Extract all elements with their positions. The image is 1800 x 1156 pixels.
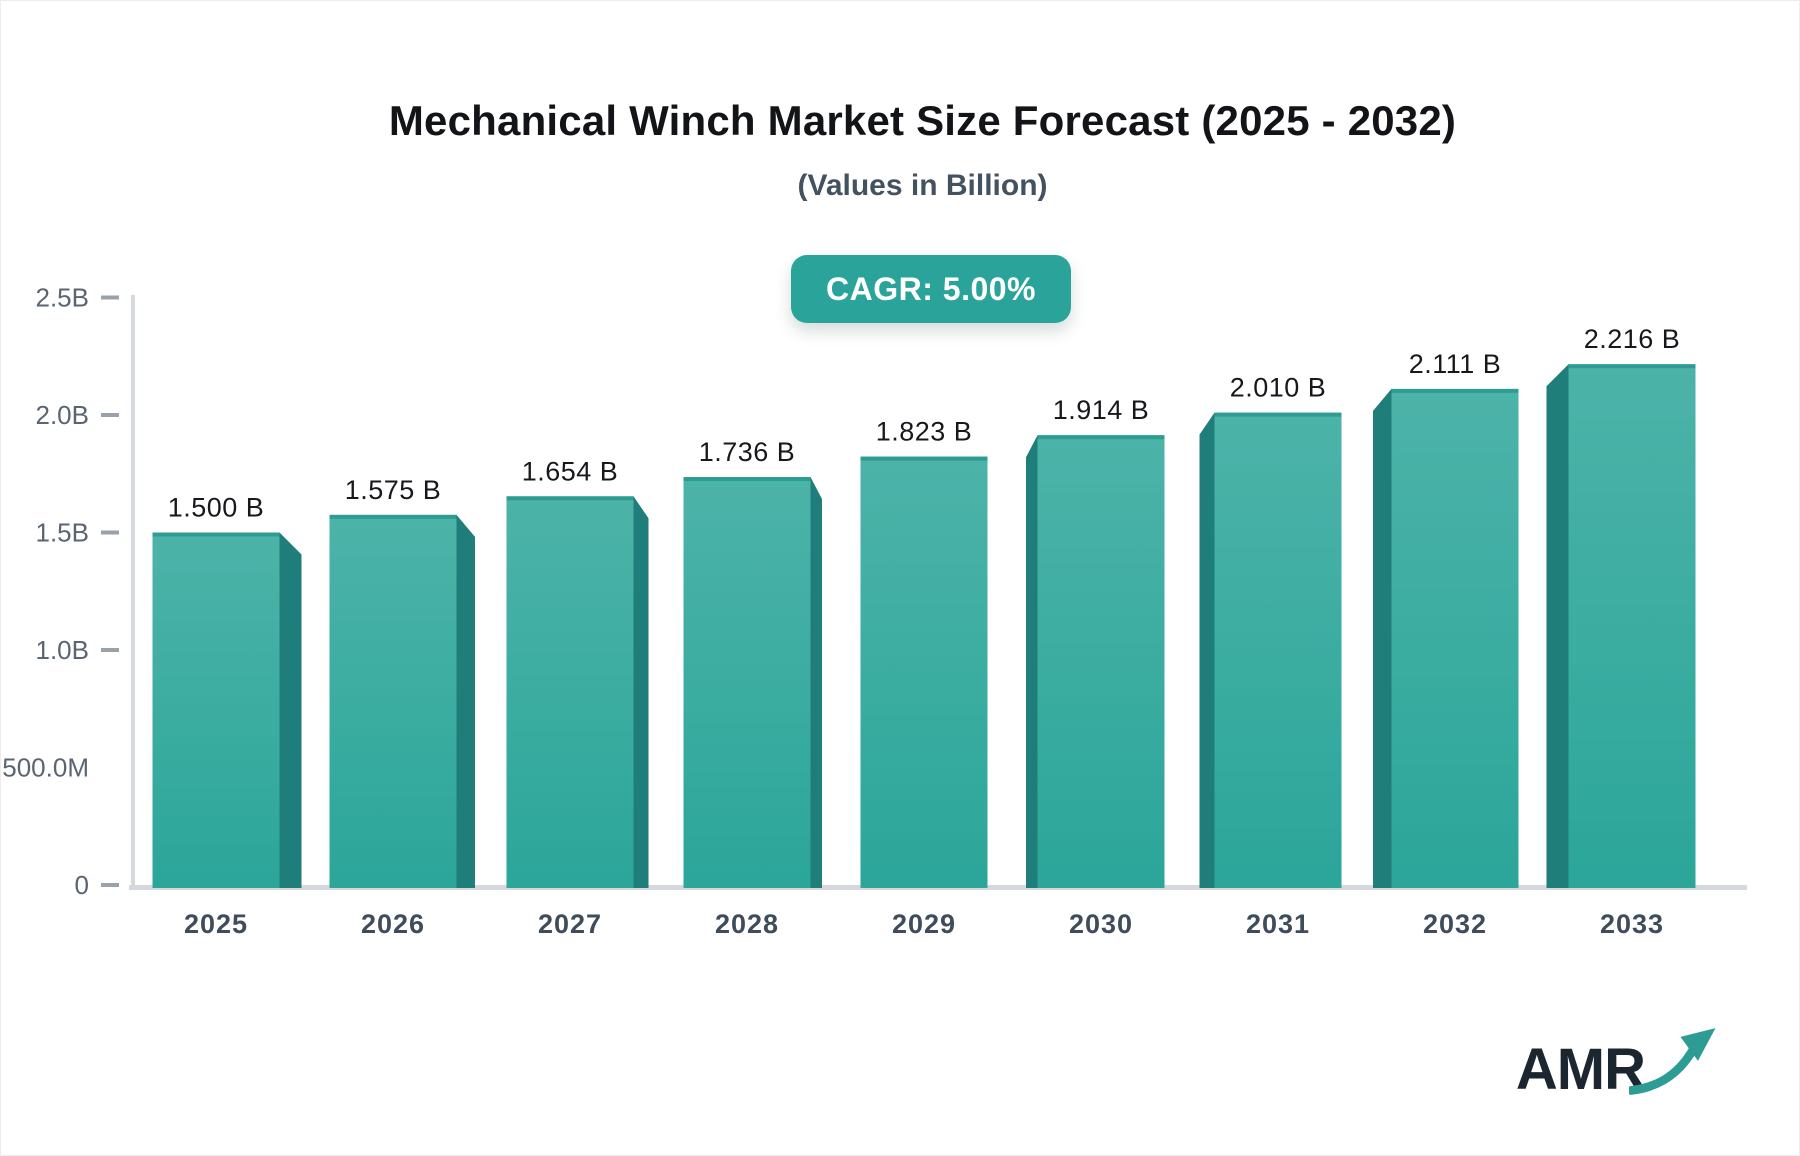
bar-front-face [329, 514, 457, 888]
bar-value-label: 2.111 B [1409, 349, 1502, 379]
bar-front-face [683, 477, 811, 888]
bar-side-face [456, 514, 475, 888]
x-axis-label: 2025 [184, 909, 248, 939]
bar-front-face [1214, 412, 1342, 888]
y-tick [101, 295, 119, 300]
bar-front-face [506, 496, 634, 888]
y-axis-label: 2.0B [36, 400, 90, 430]
bar-2027: 1.654 B 2027 [506, 456, 649, 939]
y-tick [101, 530, 119, 535]
bar-value-label: 1.575 B [345, 475, 442, 505]
bar-2028: 1.736 B 2028 [683, 437, 822, 939]
bar-top-edge [1391, 388, 1519, 393]
bar-2033: 2.216 B 2033 [1546, 324, 1696, 939]
bar-side-face [279, 532, 302, 888]
y-axis-label: 500.0M [2, 753, 89, 783]
x-axis-label: 2026 [361, 909, 425, 939]
x-axis-label: 2033 [1600, 909, 1664, 939]
chart-title: Mechanical Winch Market Size Forecast (2… [388, 97, 1457, 144]
bar-value-label: 1.823 B [876, 417, 973, 447]
x-axis-label: 2027 [538, 909, 602, 939]
x-axis-label: 2030 [1069, 909, 1133, 939]
bar-top-edge [506, 496, 634, 501]
bar-top-edge [1568, 364, 1696, 369]
y-axis-label: 1.5B [36, 518, 90, 548]
bar-front-face [860, 456, 988, 888]
bar-front-face [1568, 364, 1696, 888]
bar-value-label: 2.216 B [1584, 324, 1681, 354]
y-axis-line [131, 295, 135, 885]
x-axis-label: 2029 [892, 909, 956, 939]
y-tick [101, 413, 119, 417]
bar-2030: 1.914 B 2030 [1026, 395, 1165, 939]
bar-top-edge [860, 456, 988, 461]
bar-value-label: 1.500 B [168, 493, 265, 523]
y-axis-label: 0 [75, 870, 89, 900]
bar-2026: 1.575 B 2026 [329, 475, 475, 939]
bar-side-face [1199, 412, 1215, 888]
y-axis-label: 1.0B [36, 635, 90, 665]
y-axis-label: 2.5B [36, 283, 90, 313]
bar-side-face [810, 477, 822, 888]
amr-logo-text: AMR [1515, 1037, 1646, 1102]
bar-2032: 2.111 B 2032 [1373, 349, 1519, 939]
bar-top-edge [683, 477, 811, 482]
bar-top-edge [152, 532, 280, 537]
bar-value-label: 2.010 B [1230, 373, 1327, 403]
bar-side-face [633, 496, 649, 888]
bar-front-face [152, 532, 280, 888]
x-axis-label: 2032 [1423, 909, 1487, 939]
x-axis-label: 2028 [715, 909, 779, 939]
bar-side-face [1546, 364, 1569, 888]
y-tick [101, 648, 119, 652]
bar-front-face [1037, 435, 1165, 888]
x-axis-label: 2031 [1246, 909, 1310, 939]
bar-side-face [1026, 435, 1038, 888]
growth-arrow-icon [1629, 1028, 1716, 1095]
bar-top-edge [329, 514, 457, 519]
y-tick [101, 883, 119, 887]
bar-2025: 1.500 B 2025 [152, 493, 302, 939]
bar-value-label: 1.736 B [699, 437, 796, 467]
bar-2031: 2.010 B 2031 [1199, 373, 1342, 939]
bar-side-face [1373, 388, 1392, 888]
cagr-badge: CAGR: 5.00% [791, 255, 1071, 323]
chart-subtitle: (Values in Billion) [797, 169, 1048, 202]
bar-2029: 1.823 B 2029 [860, 417, 988, 939]
bar-top-edge [1037, 435, 1165, 440]
bar-value-label: 1.914 B [1053, 395, 1150, 425]
bar-front-face [1391, 388, 1519, 888]
amr-logo: AMR [1516, 1027, 1721, 1099]
bar-top-edge [1214, 412, 1342, 417]
bar-value-label: 1.654 B [522, 456, 619, 486]
